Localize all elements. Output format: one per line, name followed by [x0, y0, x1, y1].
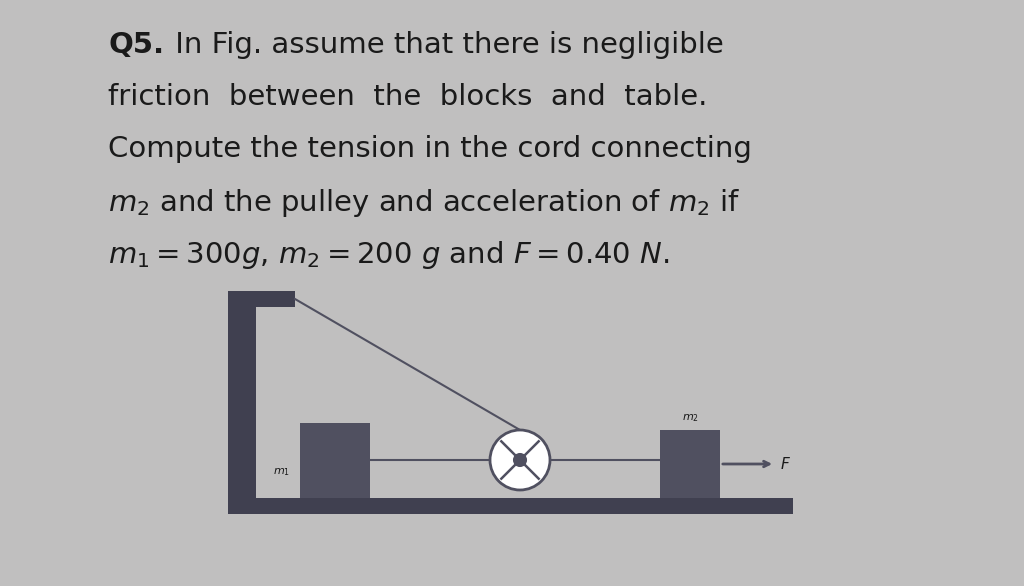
Text: $m_2$ and the pulley and acceleration of $m_2$ if: $m_2$ and the pulley and acceleration of… — [108, 187, 740, 219]
Circle shape — [490, 430, 550, 490]
Bar — [300, 423, 370, 498]
Circle shape — [514, 454, 526, 466]
Text: friction  between  the  blocks  and  table.: friction between the blocks and table. — [108, 83, 708, 111]
Bar — [228, 498, 793, 514]
Text: $F$: $F$ — [780, 456, 791, 472]
Bar — [228, 291, 256, 514]
Text: $m_1$: $m_1$ — [273, 466, 290, 478]
Text: Q5.: Q5. — [108, 31, 164, 59]
Bar — [256, 291, 295, 307]
Text: $m_2$: $m_2$ — [682, 412, 698, 424]
Text: Compute the tension in the cord connecting: Compute the tension in the cord connecti… — [108, 135, 752, 163]
Text: In Fig. assume that there is negligible: In Fig. assume that there is negligible — [166, 31, 724, 59]
Text: $m_1 = 300g$, $m_2 = 200$ $g$ and $F = 0.40$ $N$.: $m_1 = 300g$, $m_2 = 200$ $g$ and $F = 0… — [108, 239, 670, 271]
Bar — [660, 430, 720, 498]
